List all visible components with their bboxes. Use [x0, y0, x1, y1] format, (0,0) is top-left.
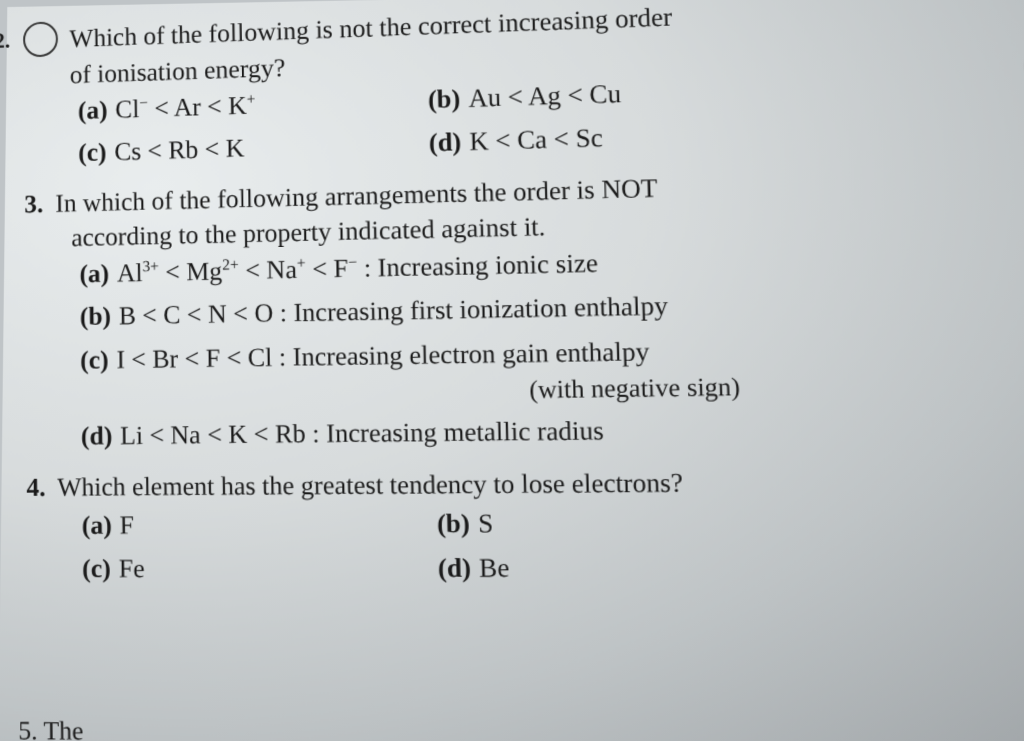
- question-3-line2: according to the property indicated agai…: [71, 212, 546, 252]
- question-2: 2. Which of the following is not the cor…: [23, 0, 797, 178]
- q4-option-b-text: S: [478, 505, 494, 541]
- right-page-edge-cutoff: size?(a) F(c) Al11. The (a) Ti(c) Hf12. …: [857, 0, 1024, 741]
- question-3-options: (a) Al3+ < Mg2+ < Na+ < F− : Increasing …: [25, 239, 807, 460]
- q2-option-d-text: K < Ca < Sc: [469, 120, 603, 159]
- q4-option-c-text: Fe: [119, 550, 145, 586]
- question-2-line1: Which of the following is not the correc…: [69, 2, 672, 53]
- q4-option-b: (b) S: [437, 503, 810, 541]
- q4-option-b-label: (b): [437, 505, 471, 541]
- q4-option-a-text: F: [120, 507, 135, 542]
- q3-option-d-label: (d): [81, 419, 113, 454]
- q4-option-d-text: Be: [479, 549, 510, 585]
- q2-option-d: (d) K < Ca < Sc: [428, 114, 796, 160]
- q3-option-c-label: (c): [80, 342, 109, 377]
- q4-option-c-label: (c): [82, 550, 111, 585]
- q2-option-a-text: Cl− < Ar < K+: [115, 88, 256, 127]
- main-question-column: 2. Which of the following is not the cor…: [23, 0, 812, 598]
- question-2-number: 2.: [23, 21, 58, 57]
- q4-option-c: (c) Fe: [82, 550, 438, 586]
- q4-option-d: (d) Be: [438, 549, 812, 586]
- q3-option-b-text: B < C < N < O : Increasing first ionizat…: [119, 288, 669, 333]
- q2-option-c-text: Cs < Rb < K: [114, 131, 245, 169]
- q3-option-a-label: (a): [79, 256, 109, 291]
- scanned-page: 2. Which of the following is not the cor…: [0, 0, 1024, 741]
- question-3: 3. In which of the following arrangement…: [24, 167, 806, 461]
- question-4-number: 4.: [26, 473, 45, 502]
- q3-option-d: (d) Li < Na < K < Rb : Increasing metall…: [81, 411, 807, 454]
- q3-option-d-text: Li < Na < K < Rb : Increasing metallic r…: [120, 413, 604, 454]
- q2-option-d-label: (d): [428, 124, 461, 160]
- q2-option-a-label: (a): [78, 93, 108, 128]
- q4-option-a: (a) F: [82, 505, 438, 542]
- question-3-number: 3.: [24, 190, 43, 219]
- question-4: 4. Which element has the greatest tenden…: [26, 464, 811, 592]
- q3-option-c-text: I < Br < F < Cl : Increasing electron ga…: [116, 333, 650, 377]
- question-4-line1: Which element has the greatest tendency …: [57, 468, 683, 502]
- question-5-cutoff: 5. The: [18, 716, 83, 741]
- question-4-stem: 4. Which element has the greatest tenden…: [26, 464, 808, 505]
- question-3-line1: In which of the following arrangements t…: [55, 173, 658, 217]
- q4-option-d-label: (d): [438, 549, 472, 585]
- q2-option-b-text: Au < Ag < Cu: [468, 76, 621, 116]
- q3-option-b-label: (b): [80, 299, 112, 334]
- q3-option-b: (b) B < C < N < O : Increasing first ion…: [80, 286, 803, 335]
- q2-option-c: (c) Cs < Rb < K: [78, 125, 429, 170]
- question-2-line2: of ionisation energy?: [70, 53, 286, 89]
- q4-option-a-label: (a): [82, 507, 112, 542]
- question-4-options: (a) F (b) S (c) Fe (d) Be: [27, 501, 812, 592]
- q2-option-b-label: (b): [428, 81, 461, 117]
- q2-option-c-label: (c): [78, 135, 106, 170]
